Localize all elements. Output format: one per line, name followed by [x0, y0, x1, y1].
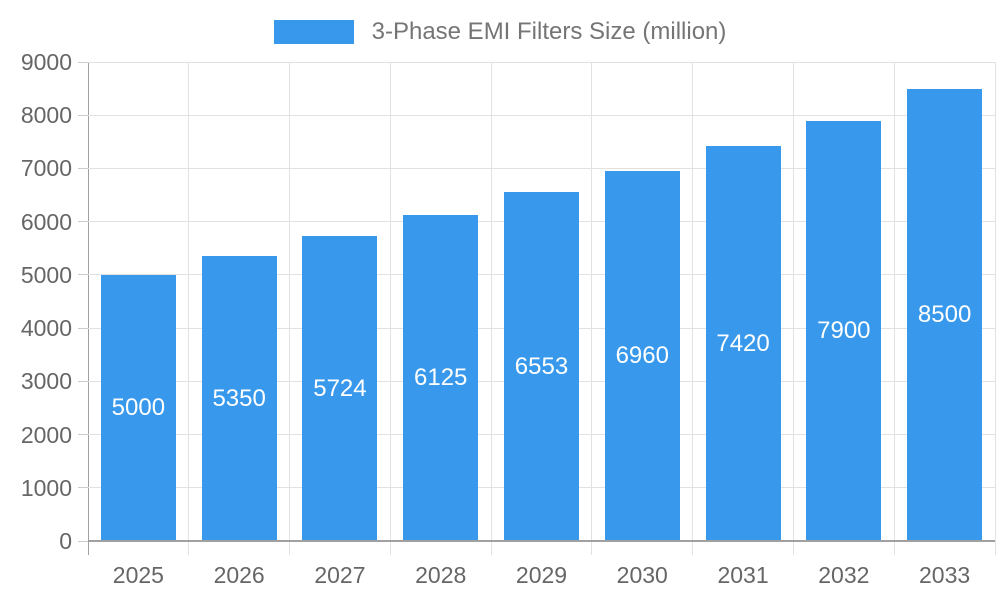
y-axis-tick: [78, 167, 88, 169]
gridline-v: [893, 62, 895, 555]
x-axis-tick-label: 2033: [919, 562, 971, 588]
bar-value-label: 7900: [817, 316, 871, 344]
y-axis-tick-label: 4000: [20, 315, 72, 342]
x-axis-line: [88, 540, 995, 542]
x-axis-tick-label: 2031: [717, 562, 769, 588]
y-axis-line: [87, 62, 89, 555]
gridline-v: [490, 62, 492, 555]
y-axis-tick: [78, 380, 88, 382]
bar: 5350: [201, 256, 277, 541]
x-axis-tick-label: 2029: [515, 562, 568, 588]
gridline-v: [188, 62, 190, 555]
x-axis-tick-label: 2027: [314, 562, 366, 588]
bar-value-label: 6553: [514, 352, 569, 380]
y-axis-tick: [78, 221, 88, 223]
y-axis-tick-label: 1000: [20, 474, 72, 501]
gridline-h: [88, 114, 995, 116]
x-axis-tick-label: 2028: [415, 562, 467, 588]
gridline-v: [994, 62, 996, 555]
bar: 6960: [604, 170, 680, 541]
legend-label: 3-Phase EMI Filters Size (million): [371, 18, 727, 45]
y-axis-tick-label: 6000: [20, 208, 72, 235]
gridline-v: [389, 62, 391, 555]
bar-value-label: 5724: [313, 374, 367, 402]
y-axis-tick-label: 3000: [20, 368, 72, 395]
bar: 8500: [907, 88, 983, 541]
bar-value-label: 8500: [917, 300, 972, 328]
chart-legend: 3-Phase EMI Filters Size (million): [0, 19, 1000, 45]
y-axis-tick: [78, 487, 88, 489]
bar-value-label: 5000: [111, 393, 166, 421]
x-axis-tick-label: 2026: [213, 562, 265, 588]
y-axis-tick: [78, 540, 88, 542]
gridline-v: [289, 62, 291, 555]
bar-value-label: 6960: [615, 341, 669, 369]
gridline-v: [792, 62, 794, 555]
y-axis-tick-label: 7000: [20, 155, 72, 182]
x-axis-tick-label: 2025: [112, 562, 164, 588]
bar-value-label: 5350: [212, 384, 266, 412]
x-axis-tick-label: 2032: [818, 562, 870, 588]
gridline-v: [591, 62, 593, 555]
bar: 6125: [403, 215, 479, 541]
bar: 7420: [705, 146, 781, 541]
gridline-v: [692, 62, 694, 555]
y-axis-tick-label: 0: [59, 528, 72, 554]
x-axis-tick-label: 2030: [616, 562, 668, 588]
y-axis-tick-label: 2000: [20, 421, 72, 448]
y-axis-tick: [78, 114, 88, 116]
bar: 5000: [100, 274, 176, 541]
y-axis-tick: [78, 274, 88, 276]
legend-swatch: [273, 20, 354, 44]
y-axis-tick: [78, 327, 88, 329]
bar: 5724: [302, 236, 378, 541]
bar-value-label: 7420: [716, 329, 770, 357]
bar-value-label: 6125: [414, 363, 468, 391]
bar: 6553: [504, 192, 579, 541]
y-axis-tick-label: 5000: [20, 261, 72, 288]
y-axis-tick-label: 9000: [20, 49, 72, 75]
y-axis-tick: [78, 61, 88, 63]
bar: 7900: [806, 120, 882, 541]
y-axis-tick-label: 8000: [20, 102, 72, 129]
y-axis-tick: [78, 434, 88, 436]
gridline-h: [88, 61, 995, 63]
